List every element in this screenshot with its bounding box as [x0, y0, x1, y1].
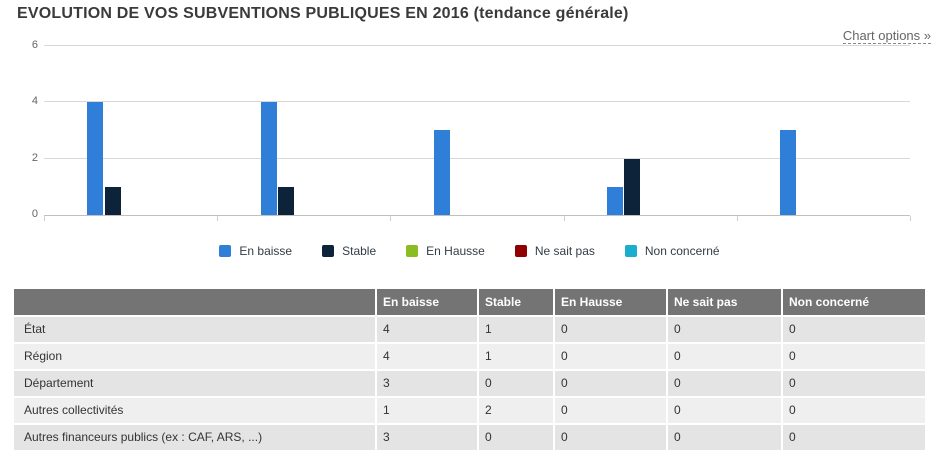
- bar-stable[interactable]: [624, 159, 640, 215]
- legend-swatch-icon: [406, 245, 419, 257]
- table-cell: 0: [783, 344, 925, 369]
- table-cell: 2: [479, 398, 553, 423]
- bar-stable[interactable]: [278, 187, 294, 215]
- y-axis-tick-label: 0: [31, 208, 38, 220]
- chart-legend: En baisse Stable En Hausse Ne sait pas Non c…: [0, 244, 939, 258]
- gridline: [44, 101, 910, 103]
- results-table: En baisse Stable En Hausse Ne sait pas Non c…: [14, 289, 925, 450]
- table-cell: 1: [479, 317, 553, 342]
- table-cell: 0: [479, 371, 553, 396]
- table-row-label: Région: [14, 344, 375, 369]
- page-title: EVOLUTION DE VOS SUBVENTIONS PUBLIQUES E…: [17, 5, 629, 22]
- bar-en-baisse[interactable]: [434, 130, 450, 215]
- table-cell: 0: [555, 371, 666, 396]
- legend-label: Stable: [342, 244, 377, 258]
- table-cell: 0: [555, 317, 666, 342]
- table-row-label: État: [14, 317, 375, 342]
- plot-area: 0 2 4 6: [32, 40, 911, 221]
- y-axis-tick-label: 4: [31, 95, 38, 108]
- legend-label: En baisse: [239, 244, 293, 258]
- legend-label: En Hausse: [426, 244, 485, 258]
- x-axis-tick: [910, 216, 911, 221]
- table-cell: 3: [377, 371, 477, 396]
- legend-item-en-hausse[interactable]: En Hausse: [406, 244, 485, 258]
- legend-swatch-icon: [219, 245, 232, 257]
- table-header-cell: Stable: [479, 289, 553, 315]
- x-axis-tick: [564, 216, 565, 221]
- legend-item-ne-sait-pas[interactable]: Ne sait pas: [514, 244, 595, 258]
- table-cell: 0: [555, 425, 666, 450]
- table-cell: 0: [668, 425, 781, 450]
- x-axis-tick: [44, 216, 45, 221]
- legend-swatch-icon: [514, 245, 527, 257]
- bar-en-baisse[interactable]: [607, 187, 623, 215]
- table-cell: 4: [377, 344, 477, 369]
- table-cell: 4: [377, 317, 477, 342]
- table-cell: 1: [479, 344, 553, 369]
- table-header-empty: [14, 289, 375, 315]
- table-header-cell: Non concerné: [783, 289, 925, 315]
- table-header-cell: Ne sait pas: [668, 289, 781, 315]
- table-cell: 0: [783, 371, 925, 396]
- gridline: [44, 157, 910, 159]
- legend-item-en-baisse[interactable]: En baisse: [219, 244, 292, 258]
- legend-item-non-concerné[interactable]: Non concerné: [624, 244, 720, 258]
- table-cell: 1: [377, 398, 477, 423]
- table-cell: 3: [377, 425, 477, 450]
- table-cell: 0: [783, 398, 925, 423]
- bar-en-baisse[interactable]: [87, 102, 103, 215]
- bar-stable[interactable]: [105, 187, 121, 215]
- x-axis-tick: [217, 216, 218, 221]
- table-cell: 0: [555, 344, 666, 369]
- table-header-cell: En Hausse: [555, 289, 666, 315]
- y-axis-tick-label: 2: [31, 151, 38, 164]
- legend-label: Non concerné: [644, 244, 720, 258]
- table-cell: 0: [783, 317, 925, 342]
- table-row-label: Autres collectivités: [14, 398, 375, 423]
- table-cell: 0: [479, 425, 553, 450]
- gridline: [44, 45, 910, 46]
- table-cell: 0: [668, 398, 781, 423]
- legend-item-stable[interactable]: Stable: [322, 244, 376, 258]
- bar-en-baisse[interactable]: [261, 102, 277, 215]
- table-cell: 0: [668, 371, 781, 396]
- chart-options-link[interactable]: Chart options »: [842, 28, 931, 44]
- table-cell: 0: [783, 425, 925, 450]
- legend-label: Ne sait pas: [534, 244, 595, 258]
- table-cell: 0: [668, 344, 781, 369]
- table-cell: 0: [555, 398, 666, 423]
- x-axis-tick: [390, 216, 391, 221]
- table-row-label: Autres financeurs publics (ex : CAF, ARS…: [14, 425, 375, 450]
- x-axis-line: [44, 215, 910, 216]
- bar-en-baisse[interactable]: [780, 130, 796, 215]
- table-row-label: Département: [14, 371, 375, 396]
- legend-swatch-icon: [322, 245, 335, 257]
- legend-swatch-icon: [624, 245, 637, 257]
- y-axis-tick-label: 6: [31, 39, 38, 51]
- x-axis-tick: [737, 216, 738, 221]
- table-header-cell: En baisse: [377, 289, 477, 315]
- table-cell: 0: [668, 317, 781, 342]
